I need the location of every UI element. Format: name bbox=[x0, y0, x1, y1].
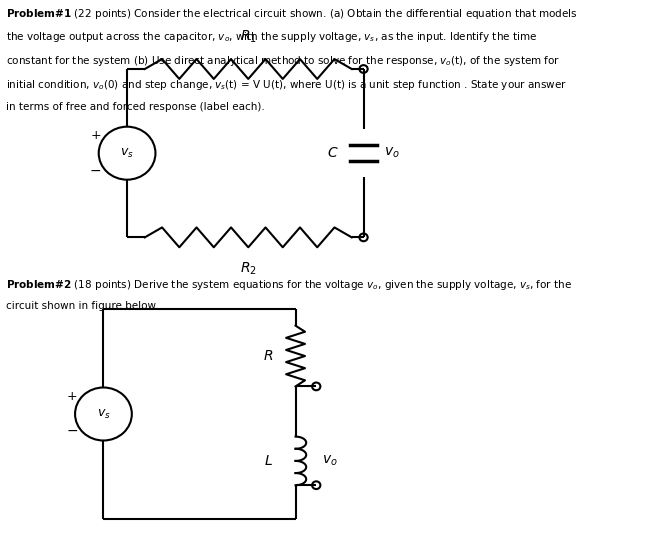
Text: $v_o$: $v_o$ bbox=[322, 454, 338, 468]
Text: $\bf{Problem\#2}$ (18 points) Derive the system equations for the voltage $v_o$,: $\bf{Problem\#2}$ (18 points) Derive the… bbox=[6, 278, 572, 291]
Text: $v_s$: $v_s$ bbox=[97, 407, 111, 421]
Text: $v_o$: $v_o$ bbox=[384, 146, 400, 161]
Text: $C$: $C$ bbox=[327, 146, 338, 160]
Text: $v_s$: $v_s$ bbox=[120, 147, 134, 160]
Text: $R_1$: $R_1$ bbox=[240, 29, 257, 45]
Text: −: − bbox=[66, 424, 78, 438]
Text: −: − bbox=[90, 163, 101, 177]
Text: in terms of free and forced response (label each).: in terms of free and forced response (la… bbox=[6, 102, 265, 112]
Text: the voltage output across the capacitor, $v_o$, with the supply voltage, $v_s$, : the voltage output across the capacitor,… bbox=[6, 30, 537, 44]
Text: constant for the system (b) Use direct analytical method to solve for the respon: constant for the system (b) Use direct a… bbox=[6, 54, 560, 68]
Text: $L$: $L$ bbox=[265, 454, 273, 468]
Text: $\bf{Problem\#1}$ (22 points) Consider the electrical circuit shown. (a) Obtain : $\bf{Problem\#1}$ (22 points) Consider t… bbox=[6, 7, 578, 20]
Text: circuit shown in figure below.: circuit shown in figure below. bbox=[6, 301, 159, 311]
Text: $R_2$: $R_2$ bbox=[240, 261, 257, 278]
Text: $R$: $R$ bbox=[263, 349, 273, 363]
Text: initial condition, $v_o$(0) and step change, $v_s$(t) = V U(t), where U(t) is a : initial condition, $v_o$(0) and step cha… bbox=[6, 78, 567, 92]
Text: +: + bbox=[90, 130, 101, 142]
Text: +: + bbox=[67, 390, 78, 404]
